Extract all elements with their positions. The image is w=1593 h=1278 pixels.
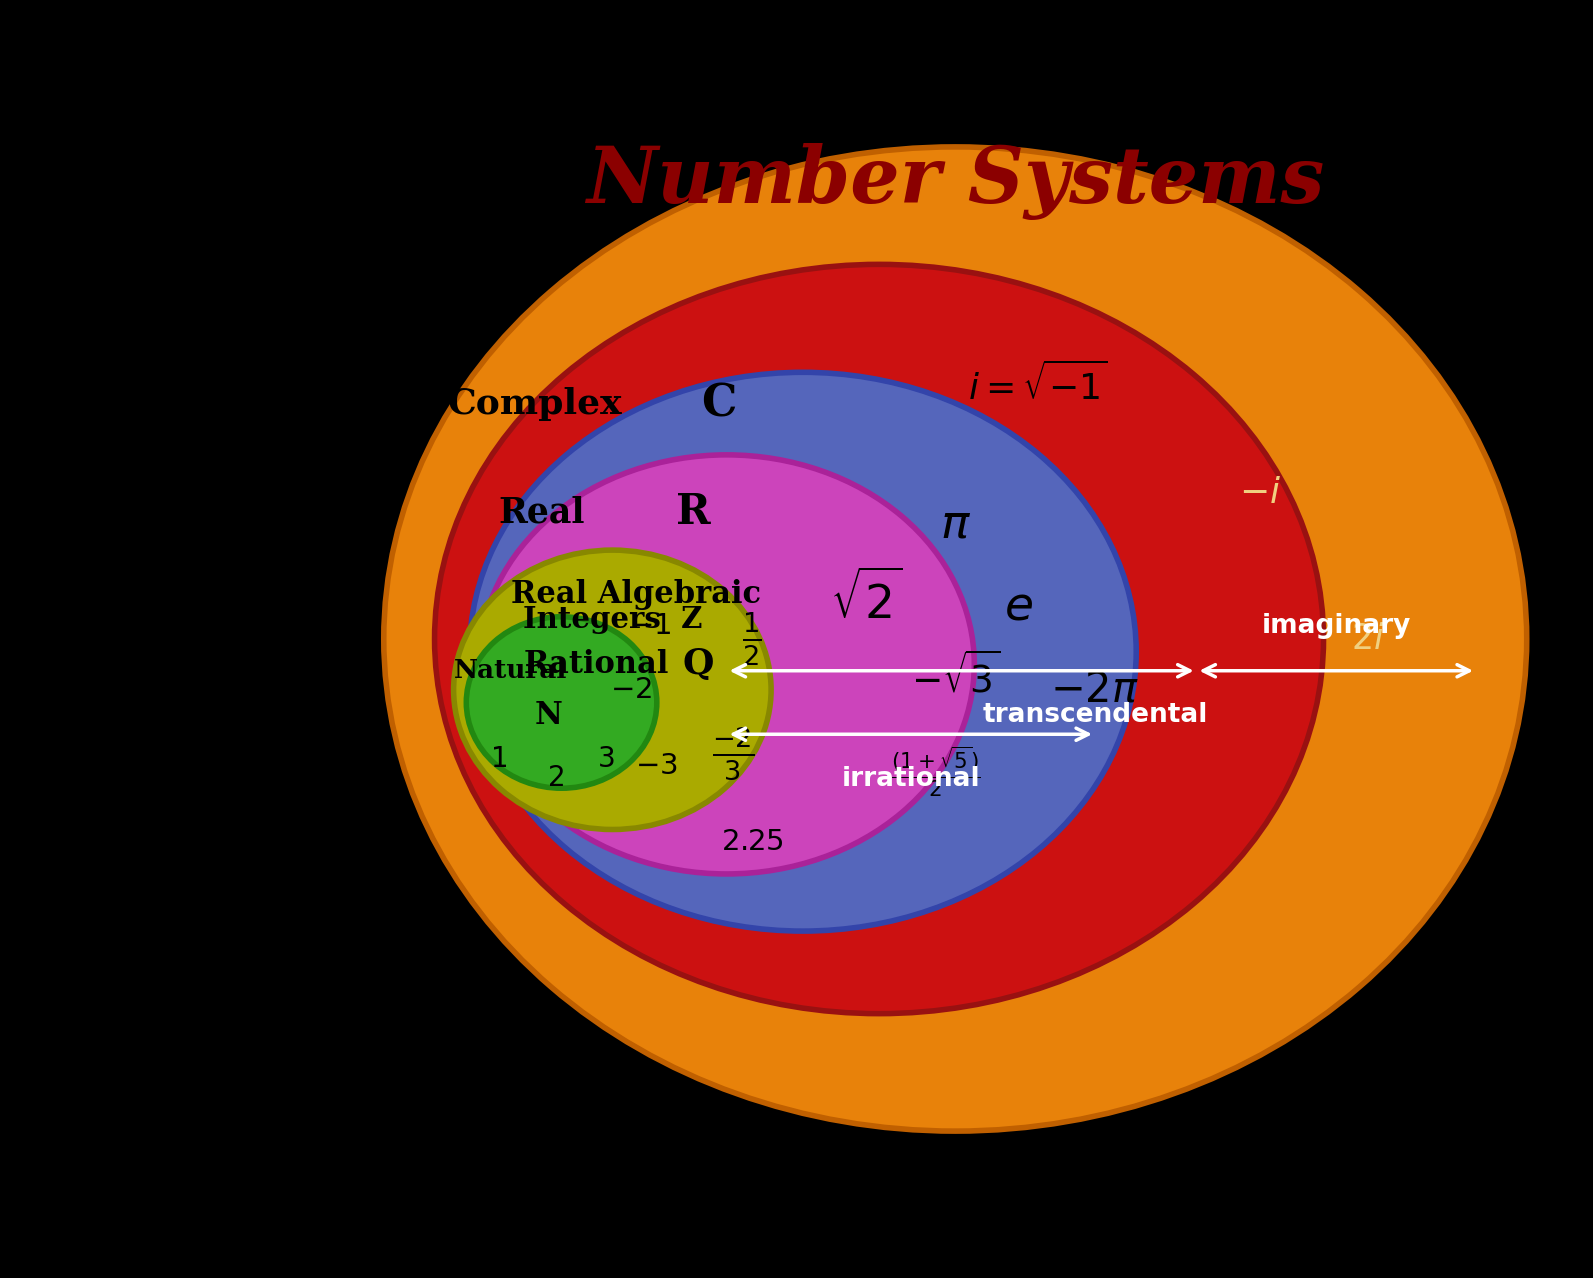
Text: $-i$: $-i$ (1239, 475, 1281, 510)
Text: $\pi$: $\pi$ (940, 502, 970, 547)
Ellipse shape (470, 372, 1136, 932)
Text: $-1$: $-1$ (629, 612, 672, 640)
Text: $e$: $e$ (1004, 584, 1034, 630)
Text: imaginary: imaginary (1262, 613, 1411, 639)
Text: N: N (535, 699, 562, 731)
Text: $\frac{1}{2}$: $\frac{1}{2}$ (742, 611, 761, 667)
Text: Number Systems: Number Systems (586, 143, 1324, 220)
Text: Natural: Natural (454, 658, 567, 684)
Text: C: C (701, 382, 736, 426)
Ellipse shape (384, 147, 1526, 1131)
Text: $2$: $2$ (546, 766, 564, 792)
Text: $\frac{(1+\sqrt{5})}{2}$: $\frac{(1+\sqrt{5})}{2}$ (892, 745, 981, 799)
Text: $i=\sqrt{-1}$: $i=\sqrt{-1}$ (969, 363, 1107, 408)
Text: transcendental: transcendental (983, 703, 1207, 728)
Text: Real Algebraic: Real Algebraic (511, 579, 761, 610)
Text: $-2$: $-2$ (610, 676, 653, 704)
Text: Real: Real (499, 495, 585, 529)
Text: irrational: irrational (841, 766, 980, 792)
Text: Complex: Complex (448, 387, 621, 420)
Text: $-\sqrt{3}$: $-\sqrt{3}$ (911, 653, 1000, 700)
Text: R: R (675, 491, 710, 533)
Text: Q: Q (682, 648, 714, 681)
Text: Rational: Rational (524, 649, 669, 680)
Text: $\frac{-2}{3}$: $\frac{-2}{3}$ (712, 725, 753, 782)
Ellipse shape (435, 265, 1324, 1013)
Text: $1$: $1$ (489, 746, 507, 773)
Text: $3$: $3$ (597, 746, 615, 773)
Ellipse shape (454, 550, 771, 829)
Text: $2i$: $2i$ (1351, 622, 1384, 656)
Ellipse shape (467, 617, 656, 789)
Text: $\sqrt{2}$: $\sqrt{2}$ (830, 573, 903, 630)
Text: Integers  Z: Integers Z (524, 606, 703, 634)
Text: $-3$: $-3$ (636, 751, 679, 780)
Text: $-2\pi$: $-2\pi$ (1050, 668, 1139, 711)
Ellipse shape (479, 455, 975, 874)
Text: $2.25$: $2.25$ (720, 828, 784, 856)
